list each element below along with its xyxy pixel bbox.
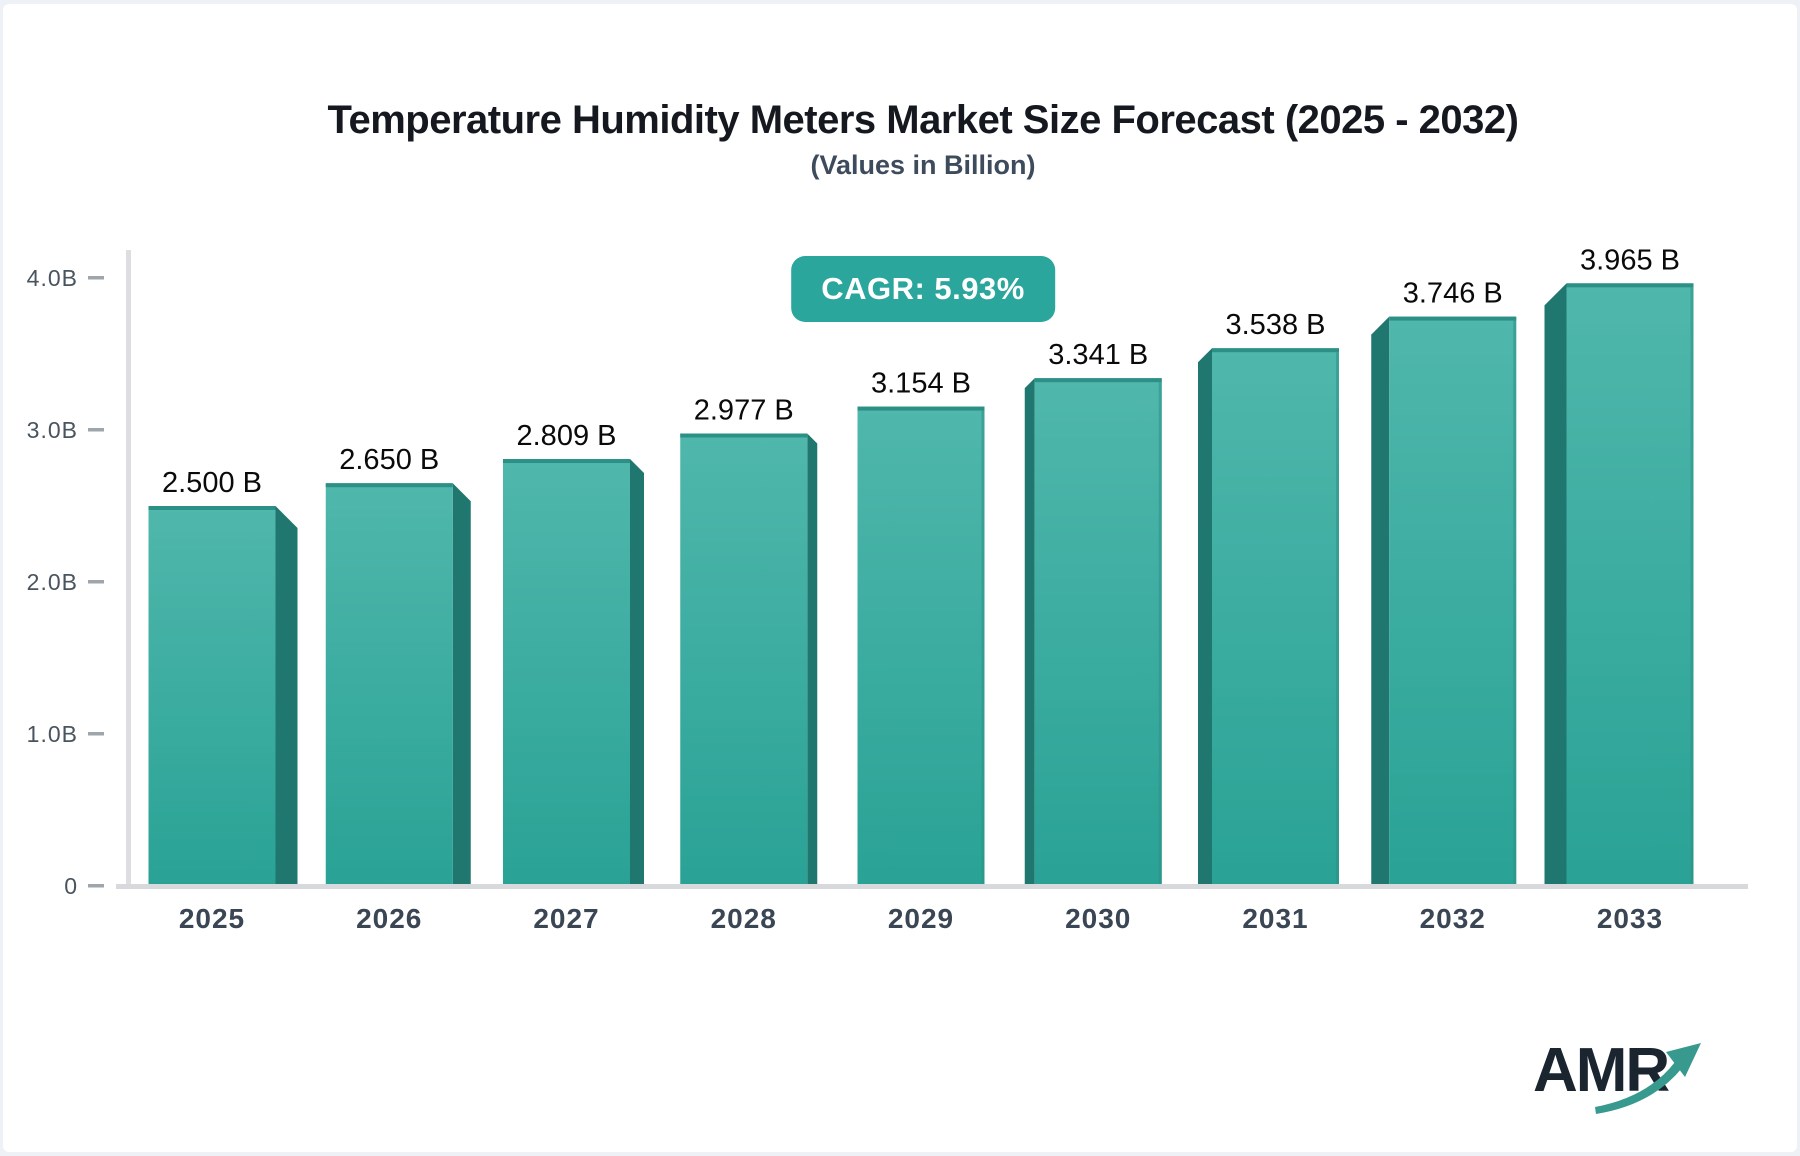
bar-value-label: 3.538 B bbox=[1226, 309, 1326, 341]
bar-side-face bbox=[275, 506, 298, 886]
y-tick-label: 0 bbox=[64, 873, 78, 899]
bar-2028: 2.977 B 2028 bbox=[680, 394, 818, 934]
x-axis-year-label: 2031 bbox=[1242, 903, 1308, 934]
growth-arrow-icon bbox=[1595, 1043, 1701, 1114]
bar-front-face bbox=[1389, 316, 1517, 886]
bar-value-label: 2.977 B bbox=[694, 394, 794, 426]
bar-top-edge bbox=[680, 433, 808, 438]
bar-value-label: 3.341 B bbox=[1048, 339, 1148, 371]
x-axis-year-label: 2030 bbox=[1065, 903, 1131, 934]
y-tick-dash bbox=[88, 580, 104, 584]
bar-value-label: 3.965 B bbox=[1580, 244, 1680, 276]
bar-top-edge bbox=[1389, 316, 1517, 321]
bar-side-face bbox=[452, 483, 471, 886]
y-tick-label: 3.0B bbox=[27, 417, 78, 443]
bar-front-face bbox=[325, 483, 453, 886]
bar-front-face bbox=[1566, 283, 1694, 886]
bar-top-edge bbox=[1034, 378, 1162, 383]
y-tick-dash bbox=[88, 428, 104, 432]
x-axis-year-label: 2027 bbox=[533, 903, 599, 934]
x-axis-year-label: 2028 bbox=[711, 903, 777, 934]
bar-2032: 3.746 B 2032 bbox=[1371, 278, 1517, 934]
bar-2026: 2.650 B 2026 bbox=[325, 444, 471, 934]
x-axis-year-label: 2025 bbox=[179, 903, 245, 934]
bar-2025: 2.500 B 2025 bbox=[148, 467, 298, 934]
x-axis-baseline bbox=[116, 884, 1748, 889]
y-tick-dash bbox=[88, 276, 104, 280]
y-tick-label: 1.0B bbox=[27, 721, 78, 747]
bar-side-face bbox=[1371, 316, 1390, 886]
bar-side-face bbox=[1544, 283, 1567, 886]
bar-top-edge bbox=[503, 459, 630, 464]
bar-right-edge bbox=[1513, 320, 1517, 886]
bar-side-face bbox=[807, 433, 818, 886]
amr-logo: AMR bbox=[1525, 1035, 1720, 1115]
y-tick-dash bbox=[88, 884, 104, 888]
bar-top-edge bbox=[857, 406, 985, 411]
y-axis-line bbox=[126, 250, 131, 886]
x-axis-year-label: 2033 bbox=[1597, 903, 1663, 934]
bar-front-face bbox=[148, 506, 276, 886]
bar-2029: 3.154 B 2029 bbox=[857, 368, 985, 934]
chart-title: Temperature Humidity Meters Market Size … bbox=[327, 98, 1519, 142]
bar-front-face bbox=[857, 406, 985, 886]
x-axis-year-label: 2032 bbox=[1420, 903, 1486, 934]
bar-2033: 3.965 B 2033 bbox=[1544, 244, 1694, 934]
bar-right-edge bbox=[1158, 382, 1162, 886]
bar-2031: 3.538 B 2031 bbox=[1198, 309, 1339, 934]
cagr-badge: CAGR: 5.93% bbox=[791, 256, 1055, 322]
bar-front-face bbox=[1034, 378, 1162, 886]
bar-value-label: 3.154 B bbox=[871, 368, 971, 400]
bar-right-edge bbox=[1336, 352, 1339, 886]
bar-side-face bbox=[1198, 348, 1212, 886]
bar-2027: 2.809 B 2027 bbox=[503, 420, 644, 934]
bar-value-label: 2.500 B bbox=[162, 467, 262, 499]
bar-side-face bbox=[630, 459, 644, 886]
bar-front-face bbox=[1212, 348, 1339, 886]
bar-right-edge bbox=[981, 410, 985, 886]
bar-front-face bbox=[680, 433, 808, 886]
bar-value-label: 3.746 B bbox=[1403, 278, 1503, 310]
chart-subtitle: (Values in Billion) bbox=[810, 150, 1036, 180]
y-tick-label: 4.0B bbox=[27, 265, 78, 291]
bar-2030: 3.341 B 2030 bbox=[1024, 339, 1162, 934]
y-tick-dash bbox=[88, 732, 104, 736]
bar-top-edge bbox=[1212, 348, 1339, 353]
bar-top-edge bbox=[325, 483, 453, 488]
bar-value-label: 2.650 B bbox=[339, 444, 439, 476]
x-axis-year-label: 2029 bbox=[888, 903, 954, 934]
bar-value-label: 2.809 B bbox=[517, 420, 617, 452]
bar-right-edge bbox=[1690, 287, 1694, 886]
bar-top-edge bbox=[1566, 283, 1694, 288]
bar-side-face bbox=[1024, 378, 1035, 886]
x-axis-year-label: 2026 bbox=[356, 903, 422, 934]
bar-front-face bbox=[503, 459, 630, 886]
y-tick-label: 2.0B bbox=[27, 569, 78, 595]
bar-top-edge bbox=[148, 506, 276, 510]
